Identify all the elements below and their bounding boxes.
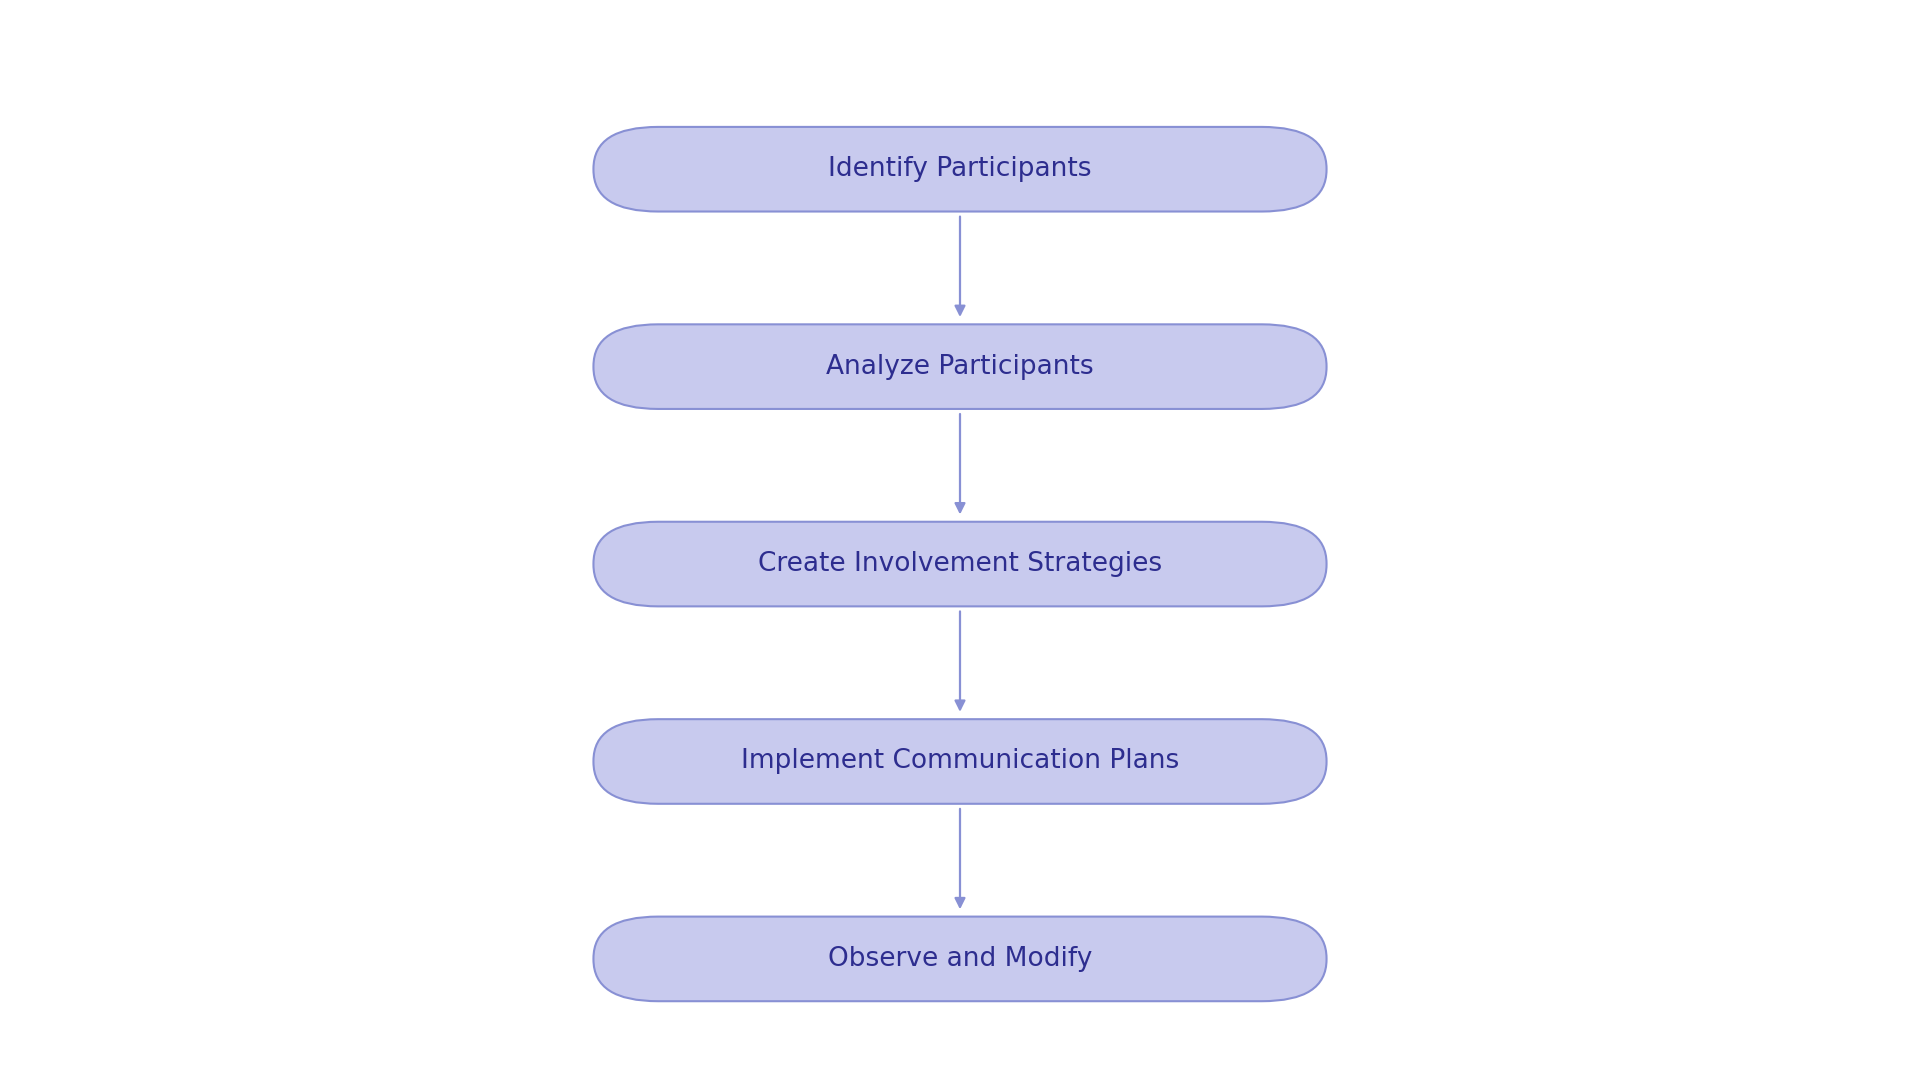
FancyBboxPatch shape: [593, 522, 1327, 606]
FancyBboxPatch shape: [593, 324, 1327, 409]
FancyBboxPatch shape: [593, 916, 1327, 1001]
Text: Implement Communication Plans: Implement Communication Plans: [741, 748, 1179, 774]
FancyBboxPatch shape: [593, 127, 1327, 211]
Text: Analyze Participants: Analyze Participants: [826, 354, 1094, 380]
Text: Identify Participants: Identify Participants: [828, 156, 1092, 182]
Text: Observe and Modify: Observe and Modify: [828, 945, 1092, 971]
FancyBboxPatch shape: [593, 719, 1327, 804]
Text: Create Involvement Strategies: Create Involvement Strategies: [758, 551, 1162, 577]
